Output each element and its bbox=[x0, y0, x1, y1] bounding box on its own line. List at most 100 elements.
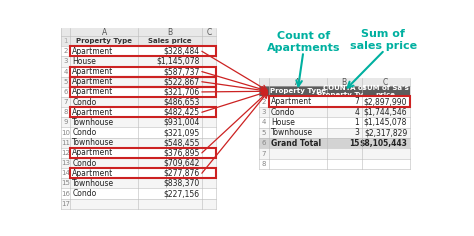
Text: 8: 8 bbox=[63, 109, 68, 115]
Text: 2: 2 bbox=[262, 99, 266, 105]
Text: 10: 10 bbox=[61, 130, 70, 135]
Text: $548,455: $548,455 bbox=[163, 138, 200, 147]
Text: Grand Total: Grand Total bbox=[271, 139, 321, 148]
Text: Apartment: Apartment bbox=[73, 148, 114, 157]
Text: $277,876: $277,876 bbox=[163, 169, 200, 178]
Text: $1,744,546: $1,744,546 bbox=[364, 108, 407, 117]
Bar bbox=[61, 168, 216, 178]
Text: 3: 3 bbox=[63, 59, 68, 64]
Text: Property Type: Property Type bbox=[76, 38, 132, 44]
Bar bbox=[61, 46, 216, 56]
Text: House: House bbox=[271, 118, 295, 127]
Text: Count of
Apartments: Count of Apartments bbox=[266, 31, 340, 53]
Bar bbox=[259, 159, 410, 169]
Bar bbox=[70, 168, 216, 178]
Text: Apartment: Apartment bbox=[73, 108, 114, 117]
Bar bbox=[61, 77, 216, 87]
Bar bbox=[61, 158, 216, 168]
Text: $321,095: $321,095 bbox=[163, 128, 200, 137]
Text: Apartment: Apartment bbox=[73, 169, 114, 178]
Text: $2,897,990: $2,897,990 bbox=[364, 97, 407, 106]
Text: C: C bbox=[206, 28, 211, 37]
Text: 5: 5 bbox=[63, 79, 68, 85]
Text: SUM of Sa’s
price: SUM of Sa’s price bbox=[362, 85, 409, 98]
Bar bbox=[61, 56, 216, 67]
Text: 8: 8 bbox=[262, 161, 266, 167]
Text: Condo: Condo bbox=[73, 128, 97, 137]
Text: 13: 13 bbox=[61, 160, 70, 166]
Bar bbox=[259, 148, 410, 159]
Text: Condo: Condo bbox=[73, 98, 97, 107]
Bar bbox=[61, 138, 216, 148]
Bar bbox=[61, 148, 216, 158]
Bar bbox=[61, 28, 216, 36]
Text: Townhouse: Townhouse bbox=[271, 128, 313, 137]
Bar bbox=[259, 86, 410, 97]
Text: $486,653: $486,653 bbox=[163, 98, 200, 107]
Text: 2: 2 bbox=[63, 48, 68, 54]
Text: $227,156: $227,156 bbox=[164, 189, 200, 198]
Text: Apartment: Apartment bbox=[73, 87, 114, 97]
Text: $482,425: $482,425 bbox=[164, 108, 200, 117]
Text: Sum of
sales price: Sum of sales price bbox=[350, 29, 417, 51]
Text: B: B bbox=[167, 28, 173, 37]
Text: Apartment: Apartment bbox=[73, 47, 114, 56]
Bar bbox=[259, 107, 410, 117]
Text: Condo: Condo bbox=[73, 159, 97, 168]
Text: Property Type: Property Type bbox=[270, 88, 326, 94]
Bar bbox=[61, 127, 216, 138]
Text: Townhouse: Townhouse bbox=[73, 138, 115, 147]
Bar bbox=[61, 178, 216, 189]
Text: 15: 15 bbox=[349, 139, 359, 148]
Bar bbox=[70, 107, 216, 117]
Text: $522,867: $522,867 bbox=[164, 77, 200, 86]
Text: 6: 6 bbox=[262, 140, 266, 146]
Text: 4: 4 bbox=[354, 108, 359, 117]
Text: A: A bbox=[101, 28, 107, 37]
Text: Condo: Condo bbox=[73, 189, 97, 198]
Text: $838,370: $838,370 bbox=[163, 179, 200, 188]
Text: Townhouse: Townhouse bbox=[73, 118, 115, 127]
Bar bbox=[259, 78, 410, 86]
Text: 4: 4 bbox=[63, 69, 68, 75]
Text: $8,105,443: $8,105,443 bbox=[359, 139, 407, 148]
Bar bbox=[70, 87, 216, 97]
Bar bbox=[259, 97, 410, 107]
Bar bbox=[61, 36, 216, 46]
Text: 3: 3 bbox=[354, 128, 359, 137]
Text: $376,895: $376,895 bbox=[163, 148, 200, 157]
Text: Sales price: Sales price bbox=[148, 38, 192, 44]
Text: 1: 1 bbox=[262, 88, 266, 94]
Text: 5: 5 bbox=[262, 130, 266, 136]
Bar bbox=[61, 107, 216, 117]
Bar bbox=[268, 97, 410, 107]
Bar bbox=[259, 117, 410, 128]
Text: 7: 7 bbox=[262, 151, 266, 157]
Bar bbox=[61, 87, 216, 97]
Text: $328,484: $328,484 bbox=[164, 47, 200, 56]
Text: 3: 3 bbox=[262, 109, 266, 115]
Text: 17: 17 bbox=[61, 201, 70, 207]
Text: C: C bbox=[383, 78, 388, 87]
Text: Apartment: Apartment bbox=[73, 67, 114, 76]
Bar bbox=[259, 138, 410, 148]
Bar bbox=[70, 46, 216, 56]
Text: Apartment: Apartment bbox=[271, 97, 312, 106]
Text: Apartment: Apartment bbox=[73, 77, 114, 86]
Bar bbox=[259, 128, 410, 138]
Text: B: B bbox=[341, 78, 346, 87]
Text: 16: 16 bbox=[61, 190, 70, 197]
Text: 1: 1 bbox=[63, 38, 68, 44]
Bar bbox=[70, 148, 216, 158]
Text: $1,145,078: $1,145,078 bbox=[156, 57, 200, 66]
Bar bbox=[70, 67, 216, 77]
Bar bbox=[61, 199, 216, 209]
Text: 7: 7 bbox=[63, 99, 68, 105]
Text: $931,004: $931,004 bbox=[163, 118, 200, 127]
Text: $709,642: $709,642 bbox=[163, 159, 200, 168]
Text: $1,145,078: $1,145,078 bbox=[364, 118, 407, 127]
Bar bbox=[61, 97, 216, 107]
Bar bbox=[70, 77, 216, 87]
Bar bbox=[61, 117, 216, 127]
Text: $321,706: $321,706 bbox=[163, 87, 200, 97]
